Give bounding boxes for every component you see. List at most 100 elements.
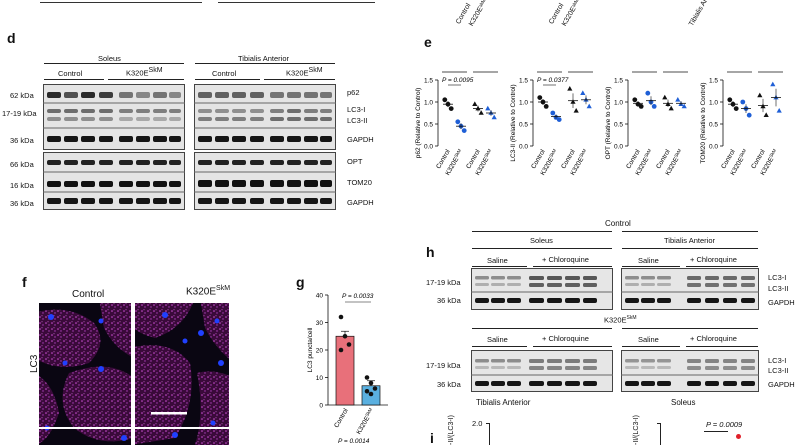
panel-h-chloro-2: + Chloroquine <box>690 255 737 264</box>
panel-h-treat-bar-2 <box>533 266 612 267</box>
e-ytick-label-0-0: 0.0 <box>424 144 433 151</box>
panel-h-soleus-1: Soleus <box>530 236 553 245</box>
panel-h-band-gapdh-b: GAPDH <box>768 380 795 389</box>
g-bar-0 <box>335 335 355 406</box>
g-point-0-0 <box>338 314 344 320</box>
e-point-1-0-0 <box>537 95 543 100</box>
e-ylabel-2: OPT (Relative to Control) <box>605 87 612 160</box>
panel-d-blot-soleus-top <box>43 84 185 150</box>
e-point-3-0-2 <box>733 106 739 111</box>
panel-f-micrograph-k320e <box>135 303 229 445</box>
panel-i-pbar <box>704 431 728 432</box>
e-point-1-3-2 <box>586 103 592 109</box>
panel-d-cond-bar-3 <box>195 79 260 80</box>
top-panel-remnant-box-1 <box>40 0 202 3</box>
panel-i-tickmark-2 <box>657 423 661 424</box>
panel-h-saline-1: Saline <box>487 256 508 265</box>
e-point-0-3-0 <box>485 105 491 111</box>
panel-h-band-lc3-ii-a: LC3-II <box>768 284 789 293</box>
g-point-0-1 <box>342 333 348 339</box>
e-ylabel-3: TOM20 (Relative to Control) <box>700 82 707 163</box>
panel-d-band-opt: OPT <box>347 157 363 166</box>
panel-i-axis-1 <box>489 423 490 445</box>
panel-h-kda-36-a: 36 kDa <box>437 296 461 305</box>
g-xlabel-1: K320ESkM <box>355 407 376 436</box>
top-rotated-label-5: Tibialis An <box>688 0 710 28</box>
e-point-1-0-2 <box>543 104 549 109</box>
panel-h-mid-heading: K320ESkM <box>604 315 637 325</box>
e-pvalue-0: P = 0.0095 <box>442 77 474 84</box>
panel-d-group-soleus: Soleus <box>98 54 121 63</box>
e-point-2-3-0 <box>675 97 681 102</box>
e-ytick-label-2-3: 1.5 <box>614 78 623 85</box>
e-point-1-1-0 <box>550 110 556 116</box>
panel-label-e: e <box>424 34 432 50</box>
e-ytick-label-3-1: 0.5 <box>709 122 718 129</box>
g-ytick-label-4: 40 <box>316 293 324 300</box>
g-point-1-0 <box>364 375 370 380</box>
e-point-3-3-2 <box>776 108 782 113</box>
panel-d-kda-16: 16 kDa <box>10 181 34 190</box>
panel-i-tick-1: 2.0 <box>472 419 483 428</box>
panel-h-treat-bar-4 <box>686 266 758 267</box>
g-point-0-3 <box>338 347 344 353</box>
panel-h-kda-17-19-b: 17-19 kDa <box>426 361 461 370</box>
e-ytick-label-2-1: 0.5 <box>614 122 623 129</box>
e-point-3-2-0 <box>757 92 763 98</box>
panel-d-cond-bar-1 <box>44 79 104 80</box>
panel-h-chloro-4: + Chloroquine <box>690 334 737 343</box>
panel-h-ta-1: Tibialis Anterior <box>664 236 715 245</box>
e-ytick-label-1-3: 1.5 <box>519 78 528 85</box>
panel-d-kda-36b: 36 kDa <box>10 199 34 208</box>
panel-h-kda-17-19-a: 17-19 kDa <box>426 278 461 287</box>
panel-h-saline-3: Saline <box>487 335 508 344</box>
top-panel-remnant-box-2 <box>218 0 375 3</box>
e-ylabel-0: p62 (Relative to Control) <box>415 88 422 158</box>
panel-d-cond-k320e-2: K320ESkM <box>286 67 323 78</box>
panel-d-band-gapdh-2: GAPDH <box>347 198 374 207</box>
panel-label-i: i <box>430 430 434 446</box>
panel-h-band-lc3-ii-b: LC3-II <box>768 366 789 375</box>
e-ytick-label-2-0: 0.0 <box>614 144 623 151</box>
panel-d-band-tom20: TOM20 <box>347 178 372 187</box>
panel-h-group-bar-2 <box>622 248 758 249</box>
e-point-3-0-0 <box>727 97 733 103</box>
e-ytick-label-0-1: 0.5 <box>424 122 433 129</box>
panel-d-band-p62: p62 <box>347 88 360 97</box>
g-ytick-label-2: 20 <box>316 348 324 355</box>
panel-i-title-ta: Tibialis Anterior <box>476 398 531 407</box>
e-point-3-3-0 <box>770 81 776 87</box>
e-point-0-2-2 <box>478 110 484 115</box>
g-point-1-1 <box>368 380 374 386</box>
panel-h-band-lc3-i-a: LC3-I <box>768 273 787 282</box>
g-point-0-2 <box>346 342 352 347</box>
panel-d-blot-soleus-bottom <box>43 152 185 210</box>
e-point-1-2-0 <box>567 86 573 91</box>
e-point-0-1-0 <box>455 119 461 125</box>
panel-h-blot-k320e-soleus <box>471 350 613 392</box>
e-point-0-2-0 <box>472 101 478 106</box>
panel-h-band-lc3-i-b: LC3-I <box>768 356 787 365</box>
panel-h-chloro-3: + Chloroquine <box>542 334 589 343</box>
panel-h-saline-4: Saline <box>638 335 659 344</box>
panel-i-title-soleus: Soleus <box>671 398 696 407</box>
panel-d-blot-ta-top <box>194 84 336 150</box>
e-ytick-label-1-0: 0.0 <box>519 144 528 151</box>
panel-i-ylabel-2: -II/(LC3-I) <box>633 415 640 445</box>
panel-label-d: d <box>7 30 16 46</box>
e-point-3-1-2 <box>746 112 752 118</box>
e-point-0-0-0 <box>442 97 448 103</box>
panel-h-treat-bar-7 <box>622 346 680 347</box>
e-point-0-0-2 <box>448 106 454 111</box>
e-ytick-label-0-2: 1.0 <box>424 100 433 107</box>
panel-h-blot-control-soleus <box>471 268 613 310</box>
panel-h-treat-bar-1 <box>472 266 527 267</box>
panel-i-ylabel-1: -II/(LC3-I) <box>448 415 455 445</box>
e-ytick-label-0-3: 1.5 <box>424 78 433 85</box>
panel-d-kda-17-19: 17-19 kDa <box>2 109 37 118</box>
e-ytick-label-2-2: 1.0 <box>614 100 623 107</box>
panel-i-axis-2 <box>660 423 661 445</box>
g-ytick-label-0: 0 <box>319 403 323 410</box>
e-point-3-2-2 <box>763 112 769 117</box>
